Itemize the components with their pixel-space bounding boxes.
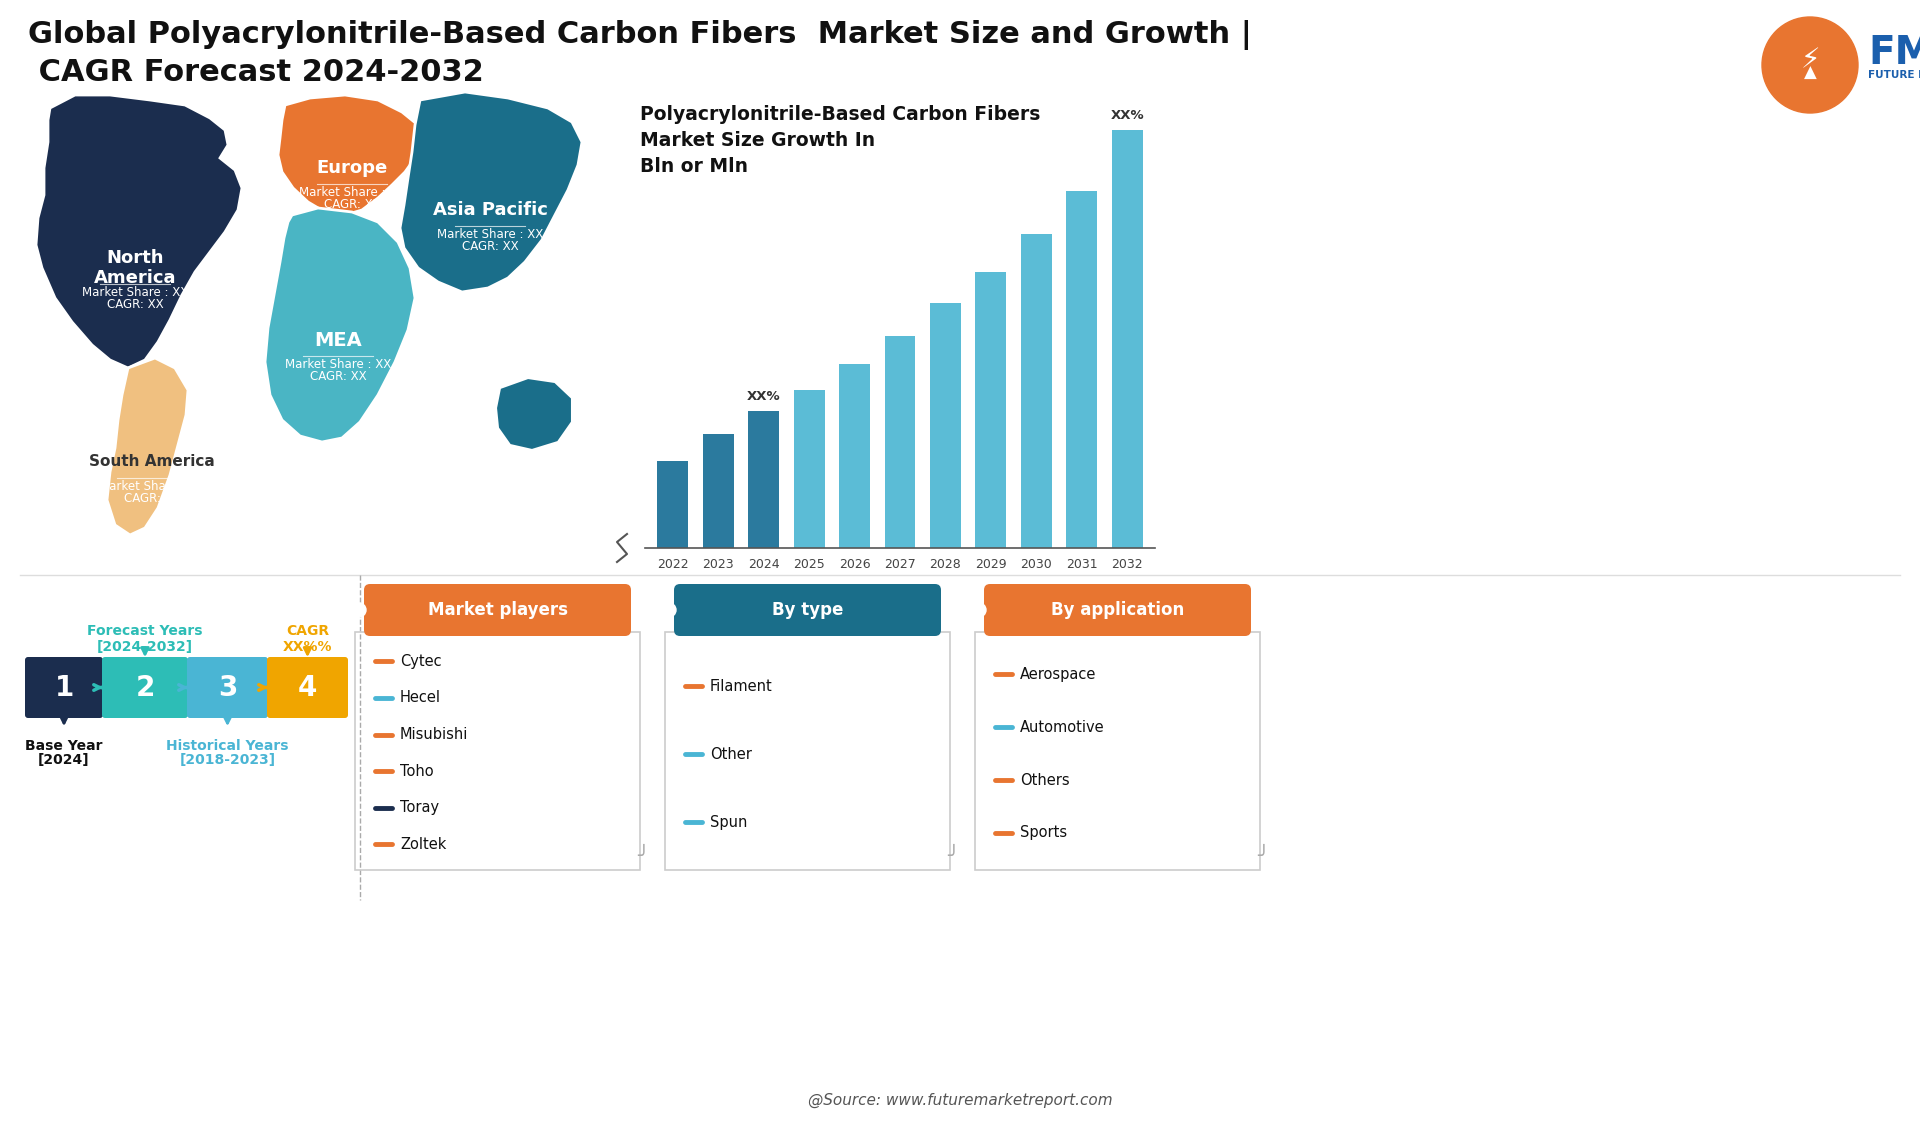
Text: 2: 2: [134, 674, 156, 701]
Text: [2024]: [2024]: [38, 753, 90, 767]
Text: 2029: 2029: [975, 558, 1006, 571]
Bar: [749, 411, 780, 548]
Text: Global Polyacrylonitrile-Based Carbon Fibers  Market Size and Growth |
 CAGR For: Global Polyacrylonitrile-Based Carbon Fi…: [29, 19, 1252, 87]
Bar: [975, 273, 1006, 548]
Text: @Source: www.futuremarketreport.com: @Source: www.futuremarketreport.com: [808, 1092, 1112, 1107]
Text: [2024-2032]: [2024-2032]: [96, 639, 194, 654]
Bar: [975, 631, 1260, 870]
Text: 2023: 2023: [703, 558, 733, 571]
Polygon shape: [108, 358, 188, 535]
Polygon shape: [265, 209, 415, 442]
FancyBboxPatch shape: [25, 657, 104, 719]
Text: Market Share : XX: Market Share : XX: [284, 358, 392, 370]
Text: Misubishi: Misubishi: [399, 727, 468, 741]
Text: FMR: FMR: [1868, 34, 1920, 72]
Text: 2027: 2027: [883, 558, 916, 571]
Text: Market Share : XX: Market Share : XX: [98, 479, 205, 493]
Text: Zoltek: Zoltek: [399, 837, 445, 851]
Polygon shape: [278, 95, 422, 215]
Text: Europe: Europe: [317, 159, 388, 176]
Text: Other: Other: [710, 747, 753, 762]
Circle shape: [662, 603, 676, 617]
Text: Market Share : XX: Market Share : XX: [83, 285, 188, 298]
Text: ╯: ╯: [947, 847, 958, 866]
Text: CAGR: XX: CAGR: XX: [123, 492, 180, 504]
Text: Market players: Market players: [428, 601, 568, 619]
Bar: [664, 631, 950, 870]
Text: Cytec: Cytec: [399, 653, 442, 669]
Text: By application: By application: [1050, 601, 1185, 619]
Text: ╯: ╯: [637, 847, 649, 866]
Text: South America: South America: [88, 455, 215, 470]
Circle shape: [1763, 17, 1859, 113]
Text: CAGR: XX: CAGR: XX: [108, 298, 163, 311]
Bar: [1066, 190, 1096, 548]
Text: 2032: 2032: [1112, 558, 1142, 571]
Bar: [885, 336, 916, 548]
Bar: [703, 433, 733, 548]
Text: XX%: XX%: [1110, 109, 1144, 123]
Text: 2025: 2025: [793, 558, 826, 571]
Text: Asia Pacific: Asia Pacific: [432, 201, 547, 219]
Text: CAGR: XX: CAGR: XX: [461, 240, 518, 252]
Text: Historical Years: Historical Years: [167, 739, 288, 753]
Text: 2031: 2031: [1066, 558, 1098, 571]
Text: Hecel: Hecel: [399, 690, 442, 706]
Text: ⚡: ⚡: [1801, 46, 1820, 74]
Text: MEA: MEA: [315, 330, 361, 350]
Circle shape: [351, 603, 367, 617]
Text: Base Year: Base Year: [25, 739, 104, 753]
FancyBboxPatch shape: [102, 657, 188, 719]
Text: By type: By type: [772, 601, 843, 619]
Text: [2018-2023]: [2018-2023]: [179, 753, 276, 767]
Bar: [793, 390, 824, 548]
Text: Sports: Sports: [1020, 825, 1068, 840]
Bar: [657, 462, 687, 548]
FancyBboxPatch shape: [365, 584, 632, 636]
Text: CAGR: CAGR: [286, 625, 328, 638]
Text: Filament: Filament: [710, 678, 772, 693]
Text: Aerospace: Aerospace: [1020, 667, 1096, 682]
Text: Toho: Toho: [399, 763, 434, 778]
Text: 3: 3: [217, 674, 238, 701]
Text: Automotive: Automotive: [1020, 720, 1104, 735]
FancyBboxPatch shape: [186, 657, 269, 719]
Text: Market Share : XX: Market Share : XX: [438, 228, 543, 241]
Text: FUTURE MARKET REPORT: FUTURE MARKET REPORT: [1868, 70, 1920, 80]
Text: Others: Others: [1020, 772, 1069, 787]
Text: 4: 4: [298, 674, 317, 701]
FancyBboxPatch shape: [674, 584, 941, 636]
Polygon shape: [495, 378, 572, 450]
Text: Toray: Toray: [399, 800, 440, 815]
Bar: [839, 364, 870, 548]
FancyBboxPatch shape: [983, 584, 1252, 636]
Text: Market Share : XX: Market Share : XX: [300, 186, 405, 198]
Text: Polyacrylonitrile-Based Carbon Fibers
Market Size Growth In
Bln or Mln: Polyacrylonitrile-Based Carbon Fibers Ma…: [639, 105, 1041, 175]
Text: North
America: North America: [94, 249, 177, 288]
Bar: [929, 304, 960, 548]
Text: 2026: 2026: [839, 558, 870, 571]
Bar: [1021, 234, 1052, 548]
Text: ▲: ▲: [1803, 64, 1816, 83]
Text: XX%%: XX%%: [282, 639, 332, 654]
Text: 1: 1: [54, 674, 73, 701]
Text: 2028: 2028: [929, 558, 962, 571]
Polygon shape: [36, 95, 242, 368]
Text: 2024: 2024: [747, 558, 780, 571]
FancyBboxPatch shape: [267, 657, 348, 719]
Text: XX%: XX%: [747, 390, 780, 403]
Text: ╯: ╯: [1258, 847, 1269, 866]
Circle shape: [972, 603, 987, 617]
Text: CAGR: XX: CAGR: XX: [324, 197, 380, 211]
Text: 2022: 2022: [657, 558, 689, 571]
Polygon shape: [399, 92, 582, 292]
Bar: [355, 631, 639, 870]
Text: CAGR: XX: CAGR: XX: [309, 369, 367, 383]
Text: Forecast Years: Forecast Years: [86, 625, 204, 638]
Text: Spun: Spun: [710, 815, 747, 830]
Bar: [1112, 131, 1142, 548]
Text: 2030: 2030: [1021, 558, 1052, 571]
